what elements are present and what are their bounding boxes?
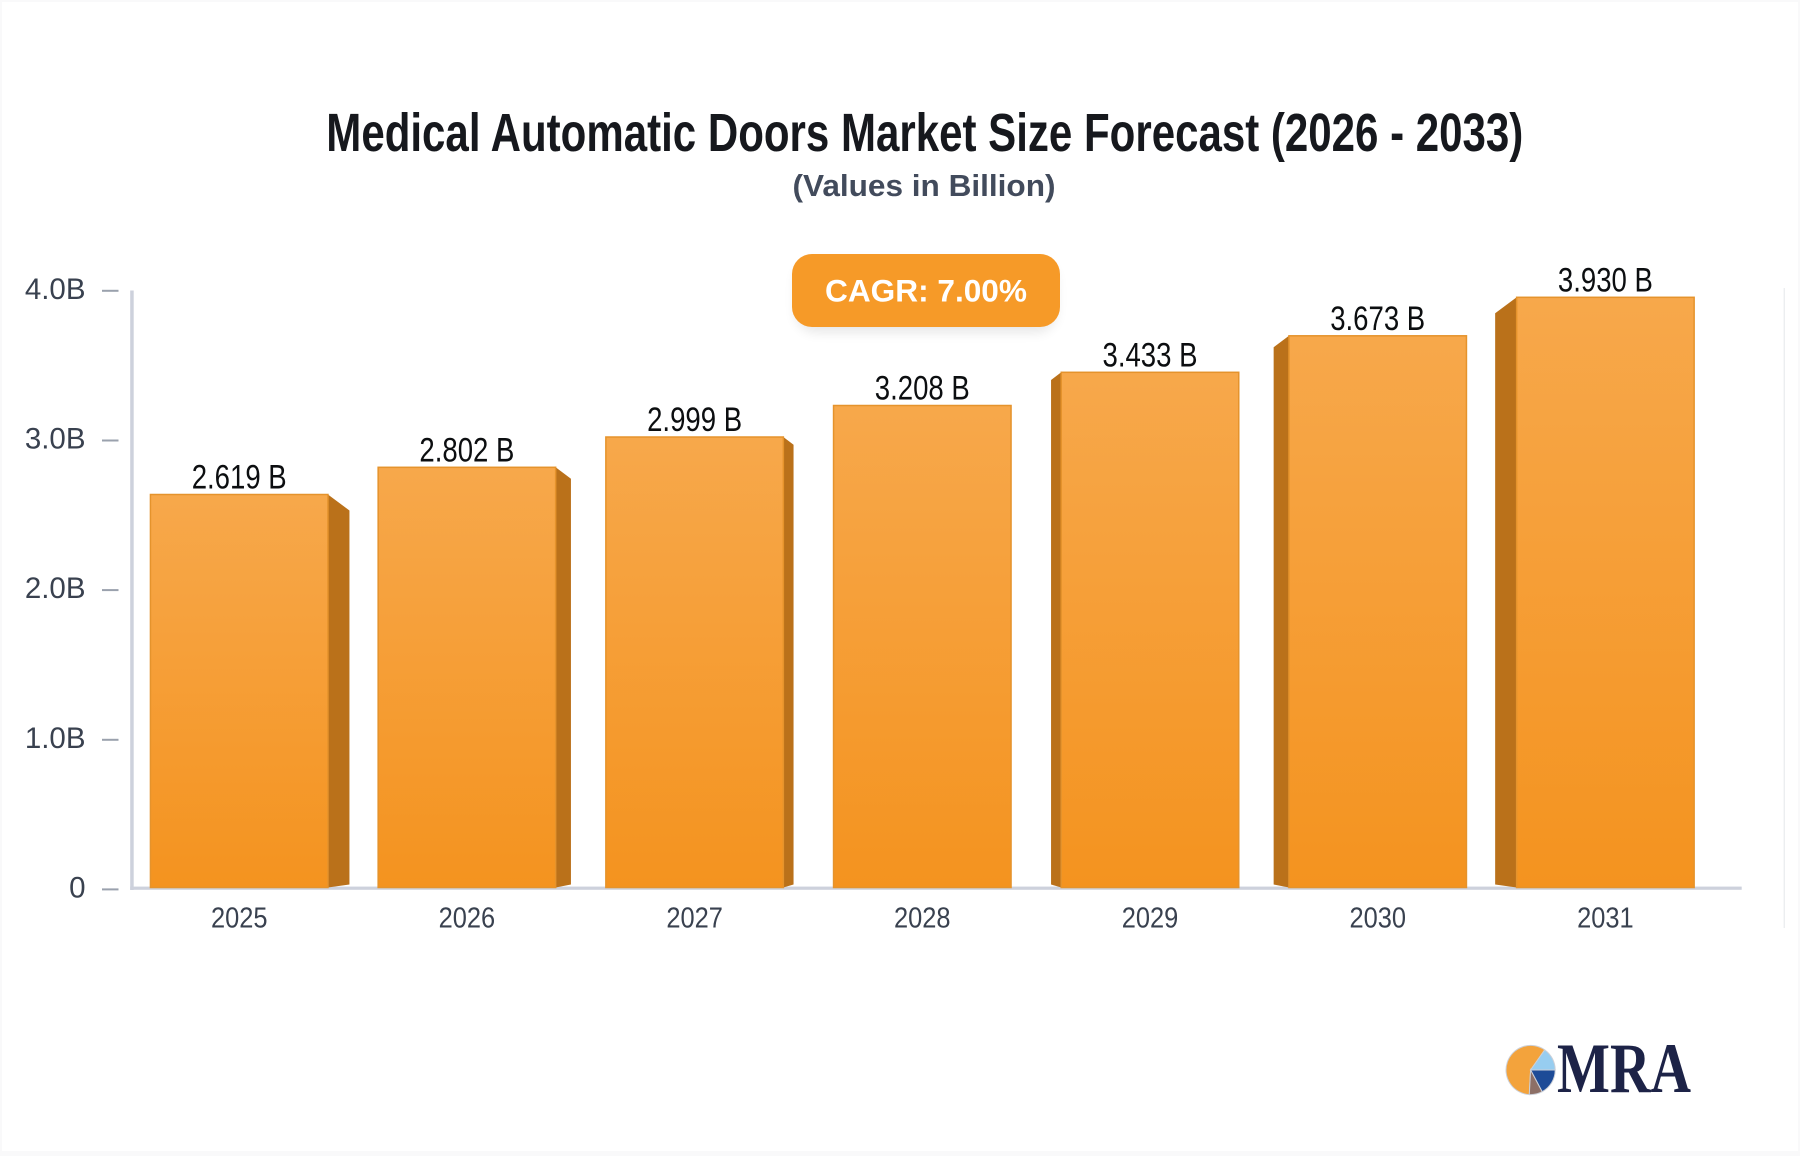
svg-text:(Values in Billion): (Values in Billion) xyxy=(793,168,1056,203)
svg-text:3.930 B: 3.930 B xyxy=(1558,261,1653,299)
svg-text:2.802 B: 2.802 B xyxy=(419,431,514,469)
svg-text:MRA: MRA xyxy=(1557,1030,1691,1108)
svg-text:2.0B: 2.0B xyxy=(25,572,86,605)
svg-text:2026: 2026 xyxy=(439,903,496,935)
svg-text:Medical Automatic Doors Market: Medical Automatic Doors Market Size Fore… xyxy=(326,103,1523,163)
svg-text:2031: 2031 xyxy=(1577,903,1634,935)
svg-text:2025: 2025 xyxy=(211,903,268,935)
svg-text:CAGR: 7.00%: CAGR: 7.00% xyxy=(825,273,1027,309)
svg-text:2030: 2030 xyxy=(1349,903,1406,935)
svg-text:2029: 2029 xyxy=(1122,903,1179,935)
svg-text:2.619 B: 2.619 B xyxy=(192,459,287,497)
svg-text:1.0B: 1.0B xyxy=(25,722,86,755)
svg-text:0: 0 xyxy=(69,871,85,904)
svg-text:2027: 2027 xyxy=(666,903,723,935)
svg-text:3.433 B: 3.433 B xyxy=(1103,336,1198,374)
svg-text:3.208 B: 3.208 B xyxy=(875,370,970,408)
svg-text:3.0B: 3.0B xyxy=(25,423,86,456)
svg-text:3.673 B: 3.673 B xyxy=(1330,300,1425,338)
svg-text:4.0B: 4.0B xyxy=(25,273,86,306)
svg-text:2.999 B: 2.999 B xyxy=(647,401,742,439)
svg-text:2028: 2028 xyxy=(894,903,951,935)
